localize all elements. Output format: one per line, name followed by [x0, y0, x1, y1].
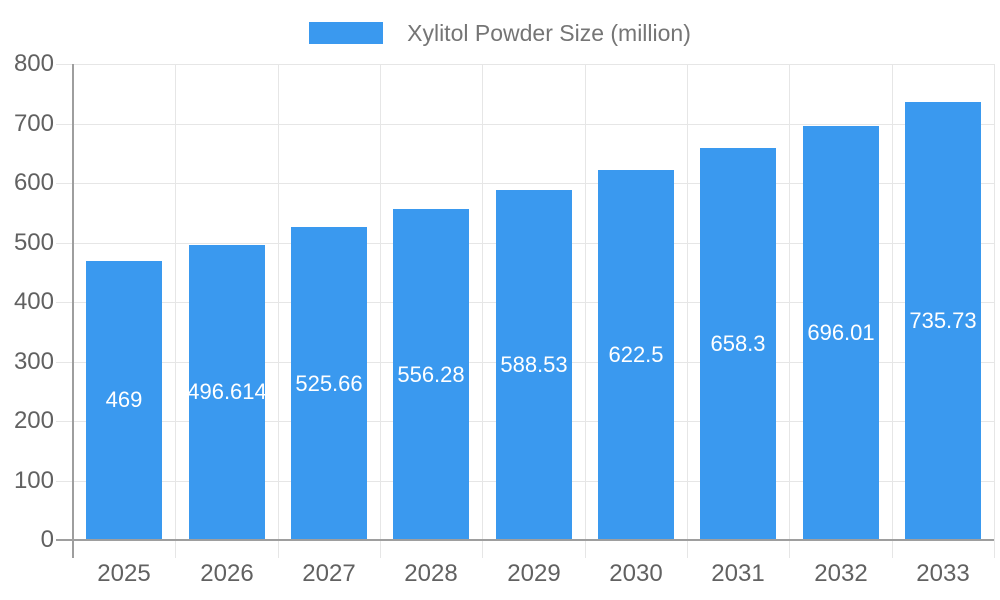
bar[interactable]: [496, 190, 572, 540]
x-axis-tick-label: 2027: [302, 560, 356, 587]
bar-value-label: 588.53: [500, 352, 568, 377]
bar-value-label: 696.01: [807, 320, 875, 345]
x-axis-tick-label: 2030: [609, 560, 663, 587]
bar-value-label: 658.3: [710, 331, 766, 356]
bar[interactable]: [905, 102, 981, 540]
x-gridline: [482, 64, 483, 558]
bar[interactable]: [803, 126, 879, 540]
x-gridline: [278, 64, 279, 558]
x-axis-tick-label: 2025: [97, 560, 151, 587]
bar-value-label: 496.614: [187, 379, 267, 404]
x-axis-tick-label: 2026: [200, 560, 254, 587]
legend[interactable]: Xylitol Powder Size (million): [0, 19, 1000, 46]
y-gridline: [56, 124, 994, 125]
x-axis-tick-label: 2031: [711, 560, 765, 587]
bar-value-label: 525.66: [295, 371, 363, 396]
y-axis-tick-label: 0: [40, 526, 54, 553]
bar[interactable]: [700, 148, 776, 540]
x-axis-tick-label: 2032: [814, 560, 868, 587]
y-gridline: [56, 64, 994, 65]
y-axis-tick-label: 600: [13, 169, 54, 196]
y-axis-tick-label: 400: [13, 288, 54, 315]
bar-value-label: 735.73: [909, 308, 977, 333]
y-axis-tick-label: 300: [13, 348, 54, 375]
y-gridline: [56, 183, 994, 184]
bar[interactable]: [291, 227, 367, 540]
y-axis-tick-label: 800: [13, 50, 54, 77]
x-gridline: [789, 64, 790, 558]
y-axis-tick-label: 700: [13, 110, 54, 137]
bar[interactable]: [189, 245, 265, 540]
bar[interactable]: [598, 170, 674, 540]
x-gridline: [994, 64, 995, 558]
x-gridline: [687, 64, 688, 558]
x-gridline: [892, 64, 893, 558]
y-axis-line: [72, 64, 74, 558]
bar-value-label: 622.5: [608, 342, 664, 367]
bar-value-label: 556.28: [397, 362, 465, 387]
bar-value-label: 469: [105, 387, 143, 412]
y-axis-tick-label: 100: [13, 467, 54, 494]
y-axis-tick-label: 500: [13, 229, 54, 256]
bar[interactable]: [86, 261, 162, 540]
legend-label: Xylitol Powder Size (million): [407, 19, 691, 46]
x-axis-line: [56, 539, 994, 541]
x-gridline: [175, 64, 176, 558]
x-gridline: [380, 64, 381, 558]
x-gridline: [585, 64, 586, 558]
bar[interactable]: [393, 209, 469, 540]
y-axis-tick-label: 200: [13, 407, 54, 434]
x-axis-tick-label: 2028: [404, 560, 458, 587]
x-axis-tick-label: 2033: [916, 560, 970, 587]
legend-swatch: [309, 22, 384, 44]
x-axis-tick-label: 2029: [507, 560, 561, 587]
